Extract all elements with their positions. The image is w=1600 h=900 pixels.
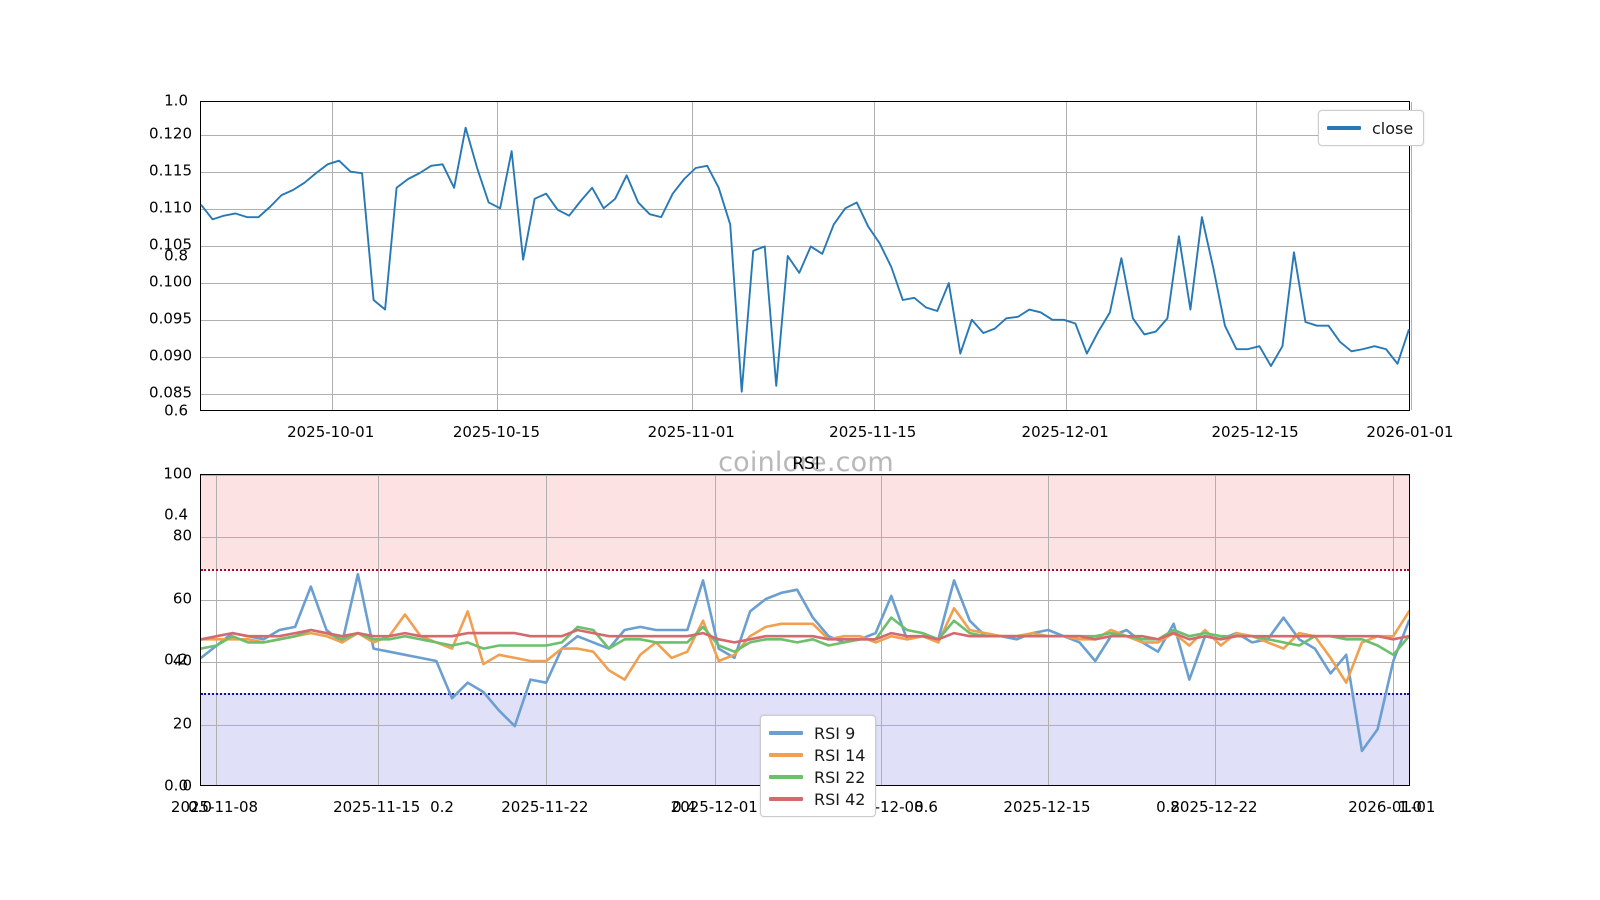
rsi-x-overlay-tick-label: 0.6: [914, 798, 938, 816]
legend-item-rsi-22: RSI 22: [769, 766, 865, 788]
overbought-band: [201, 475, 1409, 569]
gridline-vertical: [873, 102, 875, 410]
price-x-tick-label: 2025-12-01: [1021, 423, 1109, 441]
price-y-tick-label: 0.085: [149, 383, 192, 402]
rsi-x-tick-label: 2025-11-22: [501, 798, 589, 816]
rsi-y-overlay-tick-label: 0.2: [164, 650, 188, 669]
oversold-level-line: [201, 693, 1409, 696]
price-x-tick-label: 2025-11-01: [647, 423, 735, 441]
legend-item-rsi-9: RSI 9: [769, 722, 865, 744]
price-chart-legend: close: [1318, 110, 1425, 146]
gridline-vertical: [545, 475, 547, 785]
gridline-horizontal: [201, 537, 1409, 539]
rsi-x-tick-label: 2025-11-15: [333, 798, 421, 816]
rsi-x-tick-label: 2025-12-15: [1003, 798, 1091, 816]
rsi-y-tick-label: 100: [163, 464, 192, 483]
gridline-horizontal: [201, 599, 1409, 601]
gridline-horizontal: [201, 393, 1409, 395]
price-x-tick-label: 2025-10-15: [452, 423, 541, 441]
legend-label-close: close: [1372, 118, 1414, 138]
gridline-horizontal: [201, 356, 1409, 358]
gridline-vertical: [497, 102, 499, 410]
legend-label: RSI 22: [814, 767, 866, 787]
gridline-horizontal: [201, 319, 1409, 321]
gridline-horizontal: [201, 209, 1409, 211]
price-line-close: [200, 126, 1410, 393]
gridline-horizontal: [201, 662, 1409, 664]
rsi-line-series: [201, 572, 1409, 753]
price-x-tick-label: 2025-11-15: [829, 423, 917, 441]
rsi-y-tick-label: 0: [182, 776, 192, 795]
close-color-swatch: [1327, 126, 1361, 130]
rsi-y-overlay-tick-label: 0.0: [164, 776, 188, 795]
gridline-vertical: [1214, 475, 1216, 785]
legend-label: RSI 42: [814, 789, 866, 809]
gridline-vertical: [377, 475, 379, 785]
legend-label: RSI 14: [814, 745, 866, 765]
rsi-y-tick-label: 20: [172, 714, 192, 733]
price-chart-plot-area: [200, 101, 1412, 411]
price-line-series: [200, 126, 1410, 393]
rsi-x-overlay-tick-label: 0.0: [188, 798, 212, 816]
gridline-vertical: [1066, 102, 1068, 410]
price-y-tick-label: 0.105: [149, 235, 192, 254]
price-y-tick-label: 0.120: [149, 124, 192, 143]
price-x-tick-label: 2025-10-01: [287, 423, 375, 441]
rsi-y-tick-label: 40: [172, 651, 192, 670]
price-y-tick-label: 0.095: [149, 309, 192, 328]
gridline-vertical: [331, 102, 333, 410]
rsi-x-overlay-tick-label: 1.0: [1398, 798, 1422, 816]
rsi-y-overlay-tick-label: 0.4: [164, 505, 188, 524]
legend-item-rsi-14: RSI 14: [769, 744, 865, 766]
color-swatch: [769, 797, 803, 801]
price-y-tick-label: 0.115: [149, 161, 192, 180]
gridline-vertical: [1256, 102, 1258, 410]
color-swatch: [769, 731, 803, 735]
price-x-tick-label: 2026-01-01: [1366, 423, 1454, 441]
rsi-x-overlay-tick-label: 0.2: [430, 798, 454, 816]
price-y-overlay-tick-label: 0.8: [164, 246, 188, 265]
color-swatch: [769, 753, 803, 757]
rsi-x-tick-label: 2025-12-22: [1170, 798, 1258, 816]
price-y-overlay-tick-label: 1.0: [164, 91, 188, 110]
legend-label: RSI 9: [814, 723, 856, 743]
rsi-chart-legend: RSI 9 RSI 14 RSI 22 RSI 42: [760, 715, 877, 817]
rsi-x-overlay-tick-label: 0.8: [1156, 798, 1180, 816]
price-y-tick-label: 0.110: [149, 198, 192, 217]
rsi-y-tick-label: 80: [172, 526, 192, 545]
rsi-x-tick-label: 2026-01-01: [1348, 798, 1436, 816]
price-y-tick-label: 0.090: [149, 346, 192, 365]
gridline-horizontal: [201, 475, 1409, 476]
gridline-horizontal: [201, 282, 1409, 284]
rsi-line-rsi-14: [201, 607, 1409, 684]
gridline-vertical: [692, 102, 694, 410]
rsi-line-rsi-42: [201, 628, 1409, 644]
legend-item-close: close: [1327, 117, 1413, 139]
gridline-vertical: [1411, 102, 1412, 410]
rsi-chart-title: RSI: [792, 454, 820, 474]
overbought-level-line: [201, 568, 1409, 571]
color-swatch: [769, 775, 803, 779]
rsi-x-tick-label: 2025-12-01: [670, 798, 758, 816]
gridline-vertical: [1392, 475, 1394, 785]
price-y-tick-label: 0.100: [149, 272, 192, 291]
rsi-x-overlay-tick-label: 0.4: [672, 798, 696, 816]
rsi-line-rsi-22: [201, 616, 1409, 657]
gridline-horizontal: [201, 172, 1409, 174]
rsi-y-tick-label: 60: [172, 589, 192, 608]
gridline-horizontal: [201, 245, 1409, 247]
gridline-horizontal: [201, 135, 1409, 137]
price-y-overlay-tick-label: 0.6: [164, 401, 188, 420]
coinlore-watermark: coinlore.com: [718, 447, 894, 478]
rsi-x-tick-label: 2025-11-08: [170, 798, 259, 816]
gridline-vertical: [215, 475, 217, 785]
price-x-tick-label: 2025-12-15: [1211, 423, 1299, 441]
legend-item-rsi-42: RSI 42: [769, 788, 865, 810]
